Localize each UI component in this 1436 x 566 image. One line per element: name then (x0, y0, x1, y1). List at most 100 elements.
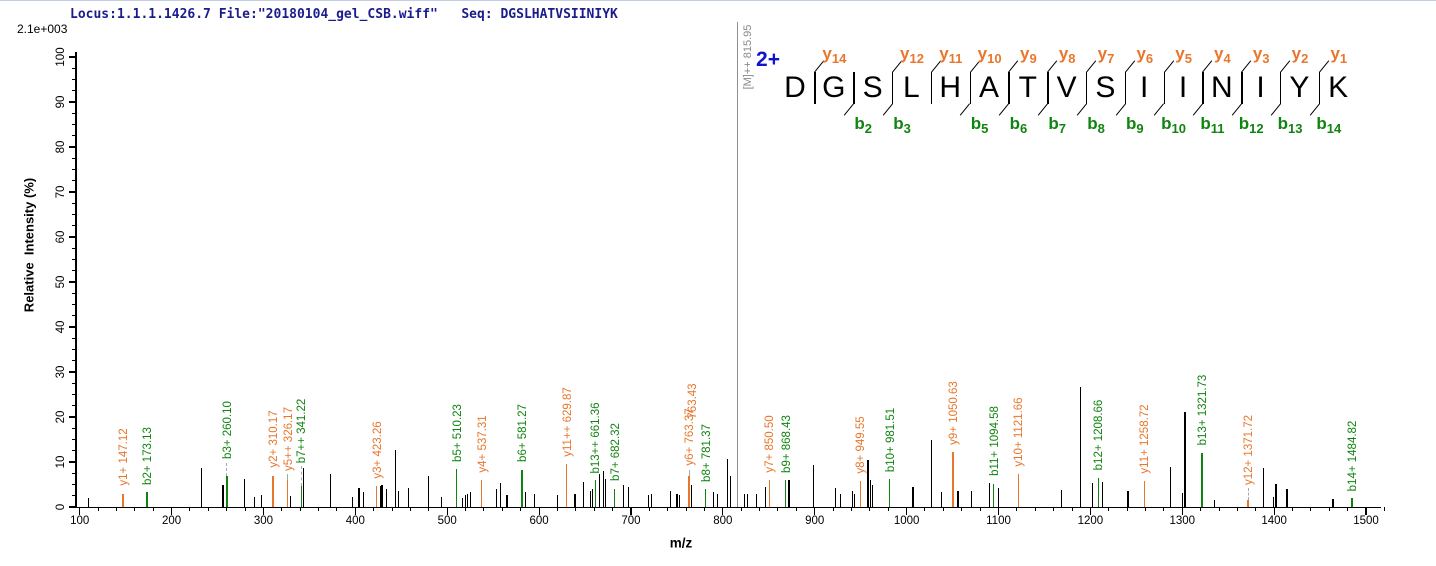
x-axis-minor-tick (1218, 507, 1220, 511)
x-axis-major-tick (1273, 507, 1275, 515)
y-axis-line (75, 52, 77, 508)
x-axis-minor-tick (1108, 507, 1110, 511)
b-ion-peak-label: b13+ 1321.73 (1197, 374, 1210, 446)
locus-file-seq-header: Locus:1.1.1.1426.7 File:"20180104_gel_CS… (70, 7, 618, 22)
fragment-marker-bottom-slash (1114, 103, 1126, 116)
y-ion-ladder-label-text: 7 (1107, 51, 1115, 66)
sequence-residue: G (822, 71, 846, 104)
b-ion-ladder-label-text: b (1087, 114, 1098, 133)
x-axis-minor-tick (887, 507, 889, 511)
y-axis-minor-tick (72, 427, 76, 429)
noise-peak (329, 474, 332, 507)
b-ion-ladder-label: b8 (1087, 114, 1105, 136)
y-ion-peak-label: y11+ 1258.72 (1139, 404, 1152, 474)
noise-peak (408, 487, 410, 507)
x-axis-tick-label: 1000 (893, 515, 920, 527)
y-ion-ladder-label: y3 (1253, 44, 1270, 66)
x-axis-minor-tick (777, 507, 779, 511)
y-ion-ladder-label-text: 3 (1262, 51, 1270, 66)
x-axis-minor-tick (428, 507, 430, 511)
b-ion-ladder-label: b10 (1161, 114, 1186, 136)
x-axis-minor-tick (961, 507, 963, 511)
noise-peak (997, 487, 1000, 507)
x-axis-minor-tick (1310, 507, 1312, 511)
noise-peak (716, 494, 718, 507)
fragment-marker-line (1241, 72, 1243, 104)
b-ion-ladder-label-text: 9 (1136, 121, 1144, 136)
x-axis-minor-tick (1071, 507, 1073, 511)
x-axis-minor-tick (703, 507, 705, 511)
b-ion-peak-label: b10+ 981.51 (884, 407, 897, 472)
x-axis-minor-tick (1016, 507, 1018, 511)
noise-peak (930, 439, 932, 507)
x-axis-minor-tick (409, 507, 411, 511)
x-axis-major-tick (722, 507, 724, 515)
b-ion-ladder-label-text: 8 (1097, 121, 1105, 136)
y-ion-peak-label: y4+ 537.31 (476, 415, 489, 473)
x-axis-minor-tick (501, 507, 503, 511)
b-ion-peak-label: b14+ 1484.82 (1347, 420, 1360, 492)
x-axis-tick-label: 1100 (986, 515, 1011, 527)
y-axis-minor-tick (72, 450, 76, 452)
sequence-residue: T (1018, 71, 1037, 104)
noise-peak (1127, 490, 1129, 507)
fragment-marker-bottom-slash (882, 103, 893, 116)
noise-peak (253, 496, 255, 507)
noise-peak (676, 493, 678, 507)
noise-peak (647, 495, 650, 507)
y-axis-tick-label: 60 (55, 230, 67, 244)
y-ion-peak-label: y8+ 949.55 (855, 416, 868, 474)
noise-peak (851, 491, 853, 507)
y-axis-minor-tick (72, 180, 76, 182)
b-ion-ladder-label-text: b (1316, 114, 1327, 133)
y-ion-ladder-label-text: 10 (987, 51, 1002, 66)
noise-peak (496, 488, 498, 507)
y-ion-ladder-label-text: y (977, 44, 988, 63)
fragment-marker-bottom-slash (959, 103, 971, 116)
y-axis-major-tick (68, 56, 76, 58)
sequence-residue: S (1095, 71, 1116, 104)
noise-peak (441, 497, 443, 507)
b-ion-peak-label: b3+ 260.10 (221, 401, 234, 460)
b-ion-peak-label: b7+ 682.32 (609, 423, 622, 482)
sequence-residue: H (939, 71, 962, 104)
noise-peak (351, 497, 354, 507)
b-ion-ladder-label-text: 5 (981, 121, 989, 136)
x-axis-minor-tick (115, 507, 117, 511)
y-ion-ladder-label-text: 6 (1145, 51, 1154, 66)
noise-peak (813, 465, 815, 507)
y-ion-ladder-label-text: y (1136, 44, 1146, 63)
y-ion-peak (1247, 499, 1249, 507)
x-axis-tick-label: 200 (161, 515, 182, 527)
b-ion-peak-label: b9+ 868.43 (780, 414, 793, 473)
noise-peak (988, 482, 990, 507)
x-axis-tick-label: 600 (529, 515, 549, 527)
y-axis-tick-label: 90 (55, 95, 67, 109)
noise-peak (88, 497, 90, 507)
y-ion-ladder-label-text: 2 (1301, 51, 1309, 66)
y-axis-major-tick (68, 281, 76, 283)
x-axis-major-tick (262, 507, 265, 515)
x-axis-tick-label: 400 (345, 515, 365, 527)
b-ion-peak (594, 480, 597, 507)
x-axis-minor-tick (391, 507, 393, 511)
b-ion-ladder-label-text: 7 (1058, 121, 1066, 136)
x-axis-minor-tick (244, 507, 246, 511)
y-ion-ladder-label: y14 (822, 44, 846, 66)
noise-peak (867, 460, 869, 507)
b-ion-ladder-label: b14 (1316, 114, 1341, 136)
b-ion-ladder-label-text: b (1009, 114, 1020, 133)
x-axis-minor-tick (593, 507, 595, 511)
y-ion-peak-label: y11++ 629.87 (561, 387, 574, 457)
b-ion-peak-label: b5+ 510.23 (451, 403, 464, 462)
noise-peak (201, 467, 203, 507)
x-axis-minor-tick (299, 507, 301, 511)
y-axis-minor-tick (72, 337, 76, 339)
x-axis-minor-tick (759, 507, 761, 511)
fragment-marker-line (814, 72, 816, 104)
x-axis-minor-tick (795, 507, 797, 511)
noise-peak (713, 492, 715, 507)
noise-peak (469, 492, 471, 507)
noise-peak (1332, 499, 1334, 507)
b-ion-ladder-label: b5 (971, 114, 989, 136)
